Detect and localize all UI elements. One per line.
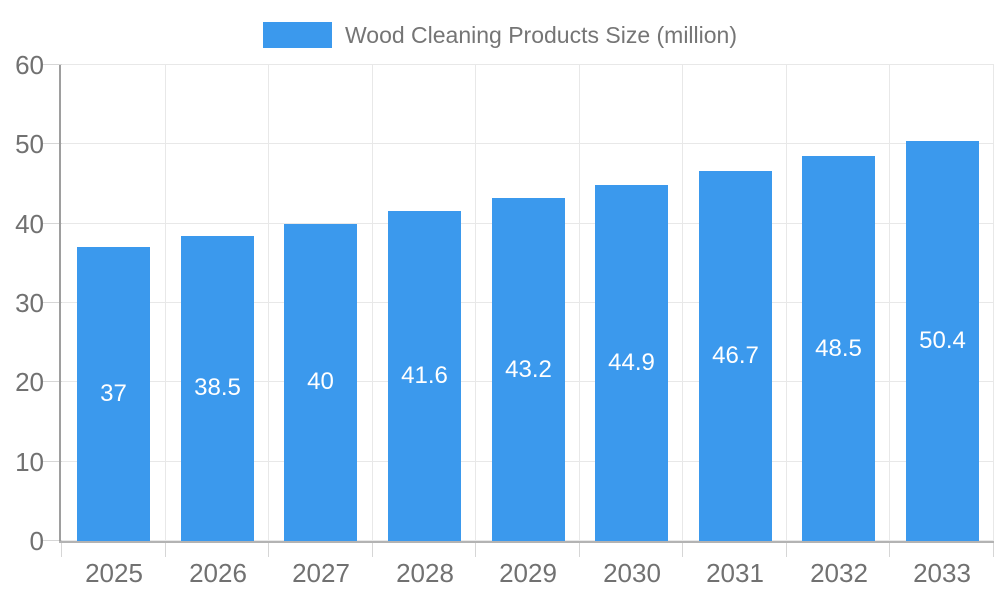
bar-2028[interactable] bbox=[388, 211, 461, 541]
bar-2033[interactable] bbox=[906, 141, 979, 541]
x-axis-tick bbox=[165, 543, 166, 557]
x-axis-category-label: 2029 bbox=[499, 558, 557, 588]
gridline-vertical bbox=[475, 65, 476, 541]
legend-label: Wood Cleaning Products Size (million) bbox=[344, 21, 738, 48]
bar-value-label: 37 bbox=[100, 380, 127, 407]
y-axis-tick-label: 50 bbox=[15, 129, 44, 159]
gridline-vertical bbox=[165, 65, 166, 541]
gridline-vertical bbox=[268, 65, 269, 541]
gridline-vertical bbox=[993, 65, 994, 541]
x-axis-category-label: 2031 bbox=[706, 558, 764, 588]
bar-2026[interactable] bbox=[181, 236, 254, 541]
bar-value-label: 48.5 bbox=[815, 335, 862, 362]
x-axis-category-label: 2030 bbox=[603, 558, 661, 588]
gridline-vertical bbox=[682, 65, 683, 541]
y-axis-tick bbox=[41, 461, 62, 462]
x-axis-line bbox=[59, 541, 994, 543]
gridline-horizontal bbox=[62, 64, 994, 65]
bar-2029[interactable] bbox=[492, 198, 565, 541]
bar-2025[interactable] bbox=[77, 247, 150, 541]
x-axis-tick bbox=[61, 543, 62, 557]
y-axis-tick bbox=[41, 381, 62, 382]
y-axis-tick-label: 10 bbox=[15, 447, 44, 477]
y-axis-tick-label: 30 bbox=[15, 288, 44, 318]
x-axis-tick bbox=[682, 543, 683, 557]
x-axis-category-label: 2027 bbox=[292, 558, 350, 588]
x-axis-category-label: 2028 bbox=[396, 558, 454, 588]
x-axis-category-label: 2033 bbox=[913, 558, 971, 588]
bar-value-label: 38.5 bbox=[194, 374, 241, 401]
y-axis-tick bbox=[41, 223, 62, 224]
gridline-vertical bbox=[372, 65, 373, 541]
x-axis-category-label: 2025 bbox=[85, 558, 143, 588]
x-axis-category-label: 2026 bbox=[189, 558, 247, 588]
bar-2027[interactable] bbox=[284, 224, 357, 541]
x-axis-tick bbox=[889, 543, 890, 557]
legend-swatch bbox=[262, 22, 332, 48]
bar-value-label: 40 bbox=[307, 368, 334, 395]
bar-value-label: 46.7 bbox=[712, 342, 759, 369]
y-axis-tick-label: 40 bbox=[15, 209, 44, 239]
x-axis-tick bbox=[268, 543, 269, 557]
x-axis-tick bbox=[993, 543, 994, 557]
y-axis-tick-label: 60 bbox=[15, 50, 44, 80]
y-axis-tick-label: 0 bbox=[29, 526, 44, 556]
bar-2030[interactable] bbox=[595, 185, 668, 541]
gridline-vertical bbox=[579, 65, 580, 541]
bar-2032[interactable] bbox=[802, 156, 875, 541]
y-axis-tick bbox=[41, 302, 62, 303]
gridline-horizontal bbox=[62, 143, 994, 144]
gridline-vertical bbox=[889, 65, 890, 541]
y-axis-line bbox=[59, 65, 61, 543]
legend[interactable]: Wood Cleaning Products Size (million) bbox=[0, 20, 1000, 50]
bar-value-label: 50.4 bbox=[919, 327, 966, 354]
gridline-vertical bbox=[786, 65, 787, 541]
bar-value-label: 43.2 bbox=[505, 356, 552, 383]
x-axis-tick bbox=[786, 543, 787, 557]
y-axis-tick bbox=[41, 143, 62, 144]
x-axis-tick bbox=[372, 543, 373, 557]
y-axis-tick-label: 20 bbox=[15, 367, 44, 397]
bar-2031[interactable] bbox=[699, 171, 772, 541]
bar-value-label: 44.9 bbox=[608, 349, 655, 376]
y-axis-tick bbox=[41, 540, 62, 541]
bar-value-label: 41.6 bbox=[401, 362, 448, 389]
x-axis-tick bbox=[475, 543, 476, 557]
y-axis-tick bbox=[41, 64, 62, 65]
x-axis-category-label: 2032 bbox=[810, 558, 868, 588]
x-axis-tick bbox=[579, 543, 580, 557]
